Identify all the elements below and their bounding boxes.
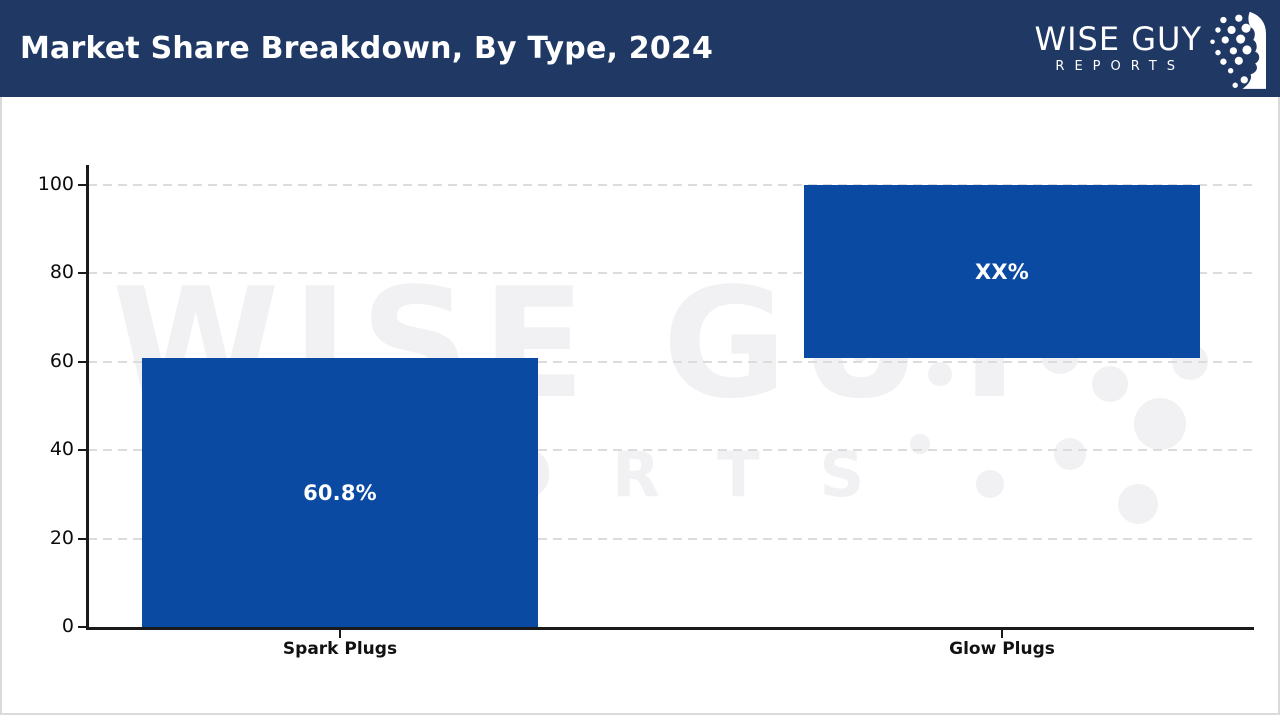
y-tick-mark bbox=[78, 360, 87, 363]
bar-value-label: XX% bbox=[974, 259, 1030, 284]
y-tick-mark bbox=[78, 537, 87, 540]
y-tick-mark bbox=[78, 184, 87, 186]
y-tick-label: 0 bbox=[61, 615, 74, 637]
x-tick-mark bbox=[339, 629, 341, 638]
x-axis-line bbox=[86, 627, 1254, 630]
gridline bbox=[88, 184, 1254, 186]
header: Market Share Breakdown, By Type, 2024 WI… bbox=[0, 0, 1280, 97]
wise-guy-logo: WISE GUY REPORTS bbox=[1034, 9, 1266, 89]
y-tick-label: 20 bbox=[49, 526, 74, 549]
bar-value-label: 60.8% bbox=[303, 480, 377, 505]
y-tick-label: 60 bbox=[49, 349, 74, 372]
logo-text: WISE GUY REPORTS bbox=[1034, 23, 1202, 74]
gridline bbox=[88, 449, 1254, 452]
gridline bbox=[88, 537, 1254, 540]
y-tick-label: 80 bbox=[49, 261, 74, 284]
x-tick-mark bbox=[1001, 629, 1003, 638]
y-tick-label: 40 bbox=[49, 438, 74, 461]
x-category-label: Spark Plugs bbox=[282, 639, 398, 659]
logo-tagline: REPORTS bbox=[1055, 58, 1186, 74]
logo-wordmark: WISE GUY bbox=[1034, 20, 1202, 59]
chart-title: Market Share Breakdown, By Type, 2024 bbox=[20, 31, 714, 66]
y-tick-mark bbox=[78, 626, 87, 628]
bar-spark-plugs: 60.8% bbox=[142, 358, 538, 627]
y-tick-label: 100 bbox=[37, 173, 74, 195]
gridline bbox=[88, 272, 1254, 275]
y-tick-mark bbox=[78, 272, 87, 275]
gridline bbox=[88, 360, 1254, 363]
y-axis-line bbox=[86, 165, 89, 629]
y-tick-mark bbox=[78, 449, 87, 452]
x-category-label: Glow Plugs bbox=[949, 639, 1055, 659]
bar-glow-plugs: XX% bbox=[804, 185, 1200, 359]
logo-face-icon bbox=[1210, 11, 1266, 89]
